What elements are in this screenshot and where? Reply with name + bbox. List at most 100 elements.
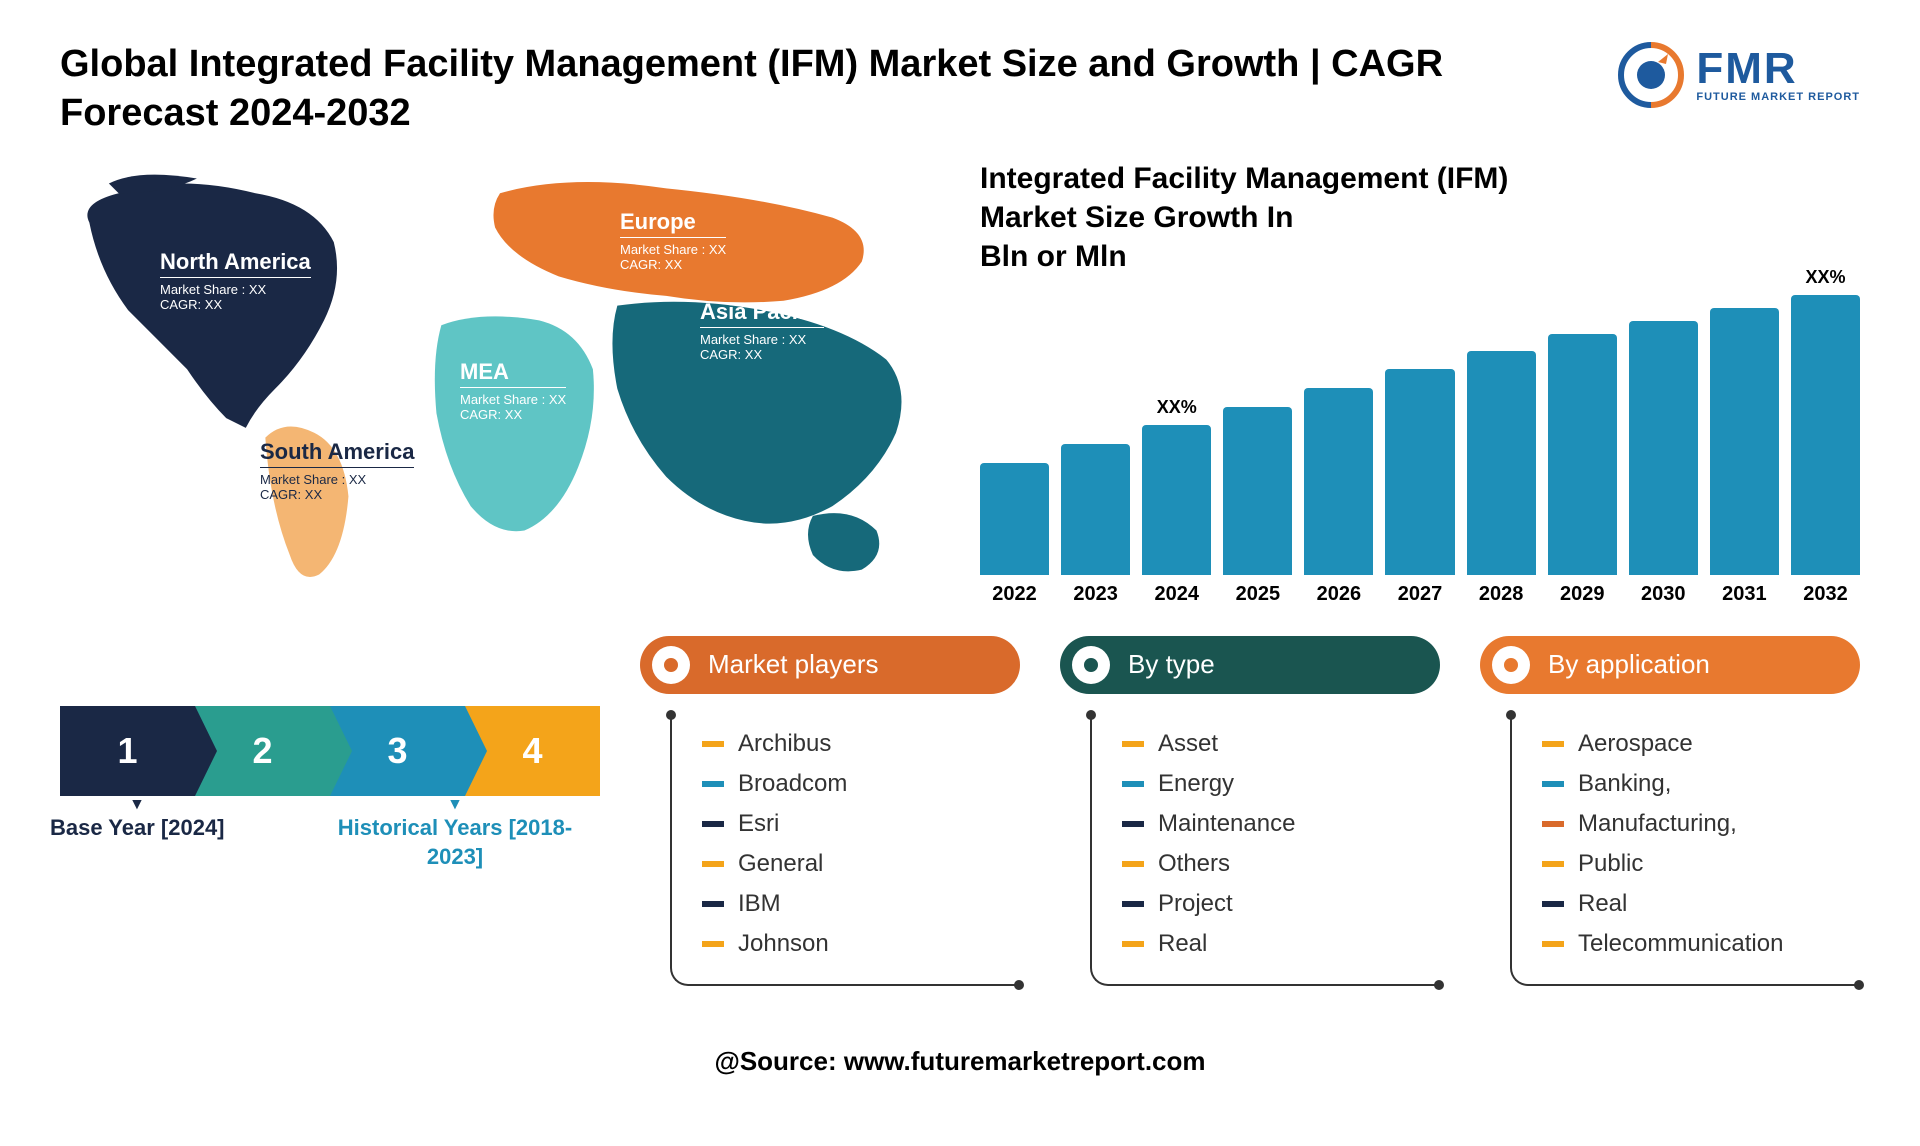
category-title: By application xyxy=(1548,649,1710,680)
item-text: General xyxy=(738,850,823,878)
item-marker-icon xyxy=(1542,901,1564,907)
item-text: Maintenance xyxy=(1158,810,1295,838)
item-marker-icon xyxy=(1542,781,1564,787)
timeline-section: Forecast Years [2024-2032] ▲ CAGR XX%% ▲… xyxy=(60,636,600,986)
category-list: Aerospace Banking, Manufacturing, Public… xyxy=(1510,714,1860,986)
item-text: Real xyxy=(1578,890,1627,918)
chart-column: Integrated Facility Management (IFM) Mar… xyxy=(980,159,1860,606)
bar-year-label: 2022 xyxy=(992,583,1037,606)
bar-wrap: 2025 xyxy=(1223,407,1292,606)
item-text: Broadcom xyxy=(738,770,847,798)
category-item: Manufacturing, xyxy=(1542,804,1860,844)
region-share: Market Share : XX xyxy=(620,242,726,257)
item-marker-icon xyxy=(702,781,724,787)
bar-chart: 2022 2023XX% 2024 2025 2026 2027 2028 20… xyxy=(980,286,1860,606)
item-marker-icon xyxy=(1542,861,1564,867)
region-cagr: CAGR: XX xyxy=(700,347,824,362)
fmr-logo: FMR FUTURE MARKET REPORT xyxy=(1616,40,1860,110)
bar-wrap: 2023 xyxy=(1061,444,1130,606)
item-marker-icon xyxy=(1122,941,1144,947)
bar-year-label: 2030 xyxy=(1641,583,1686,606)
bar-year-label: 2025 xyxy=(1236,583,1281,606)
region-label: Asia Pacific Market Share : XX CAGR: XX xyxy=(700,299,824,362)
item-marker-icon xyxy=(1122,741,1144,747)
logo-sub: FUTURE MARKET REPORT xyxy=(1696,91,1860,103)
category-item: Real xyxy=(1542,884,1860,924)
item-text: Esri xyxy=(738,810,779,838)
category-item: Asset xyxy=(1122,724,1440,764)
category-title: By type xyxy=(1128,649,1215,680)
bar-wrap: 2027 xyxy=(1385,369,1454,605)
region-label: South America Market Share : XX CAGR: XX xyxy=(260,439,414,502)
header-dot-icon xyxy=(652,646,690,684)
chart-title: Integrated Facility Management (IFM) Mar… xyxy=(980,159,1860,276)
timeline-segment: 1 xyxy=(60,706,195,796)
logo-main: FMR xyxy=(1696,47,1860,91)
category-item: Others xyxy=(1122,844,1440,884)
category-item: Project xyxy=(1122,884,1440,924)
item-marker-icon xyxy=(702,941,724,947)
region-name: South America xyxy=(260,439,414,468)
header: Global Integrated Facility Management (I… xyxy=(60,40,1860,139)
bar-year-label: 2027 xyxy=(1398,583,1443,606)
chart-bar xyxy=(1223,407,1292,575)
bar-wrap: 2028 xyxy=(1467,351,1536,606)
item-marker-icon xyxy=(1542,821,1564,827)
item-marker-icon xyxy=(702,821,724,827)
region-name: North America xyxy=(160,249,311,278)
category-list: Asset Energy Maintenance Others Project … xyxy=(1090,714,1440,986)
item-marker-icon xyxy=(702,901,724,907)
header-dot-icon xyxy=(1072,646,1110,684)
chart-bar xyxy=(1710,308,1779,575)
category-item: IBM xyxy=(702,884,1020,924)
region-share: Market Share : XX xyxy=(260,472,414,487)
category-item: Archibus xyxy=(702,724,1020,764)
map-column: North America Market Share : XX CAGR: XX… xyxy=(60,159,940,606)
item-text: Public xyxy=(1578,850,1643,878)
item-text: Johnson xyxy=(738,930,829,958)
category-item: Telecommunication xyxy=(1542,924,1860,964)
chart-title-l2: Market Size Growth In xyxy=(980,201,1293,234)
category-column: Market players Archibus Broadcom Esri Ge… xyxy=(640,636,1020,986)
chart-bar xyxy=(1304,388,1373,575)
chart-bar xyxy=(1467,351,1536,575)
region-name: Europe xyxy=(620,209,726,238)
bar-annotation: XX% xyxy=(1157,397,1197,418)
category-header: Market players xyxy=(640,636,1020,694)
chart-bar xyxy=(1385,369,1454,574)
item-text: Others xyxy=(1158,850,1230,878)
bar-wrap: 2031 xyxy=(1710,308,1779,606)
region-label: North America Market Share : XX CAGR: XX xyxy=(160,249,311,312)
logo-text: FMR FUTURE MARKET REPORT xyxy=(1696,47,1860,103)
historical-text: Historical Years [2018-2023] xyxy=(338,815,572,869)
content-row: North America Market Share : XX CAGR: XX… xyxy=(60,159,1860,606)
historical-label: ▲ Historical Years [2018-2023] xyxy=(310,786,600,872)
item-text: Manufacturing, xyxy=(1578,810,1737,838)
region-share: Market Share : XX xyxy=(700,332,824,347)
chart-bar xyxy=(1791,295,1860,575)
item-text: Energy xyxy=(1158,770,1234,798)
item-text: Banking, xyxy=(1578,770,1671,798)
chart-bar xyxy=(1061,444,1130,575)
region-name: Asia Pacific xyxy=(700,299,824,328)
chart-bar xyxy=(1142,425,1211,574)
bar-year-label: 2032 xyxy=(1803,583,1848,606)
item-marker-icon xyxy=(1122,901,1144,907)
logo-icon xyxy=(1616,40,1686,110)
item-text: Telecommunication xyxy=(1578,930,1783,958)
item-text: Real xyxy=(1158,930,1207,958)
categories-row: Market players Archibus Broadcom Esri Ge… xyxy=(640,636,1860,986)
category-item: Maintenance xyxy=(1122,804,1440,844)
item-marker-icon xyxy=(1122,861,1144,867)
page-title: Global Integrated Facility Management (I… xyxy=(60,40,1460,139)
region-label: MEA Market Share : XX CAGR: XX xyxy=(460,359,566,422)
region-share: Market Share : XX xyxy=(160,282,311,297)
up-arrow-icon: ▲ xyxy=(129,793,145,814)
item-marker-icon xyxy=(1122,821,1144,827)
chart-bar xyxy=(1629,321,1698,575)
item-marker-icon xyxy=(702,861,724,867)
region-cagr: CAGR: XX xyxy=(160,297,311,312)
bar-year-label: 2031 xyxy=(1722,583,1767,606)
chart-title-l3: Bln or Mln xyxy=(980,240,1127,273)
region-cagr: CAGR: XX xyxy=(620,257,726,272)
